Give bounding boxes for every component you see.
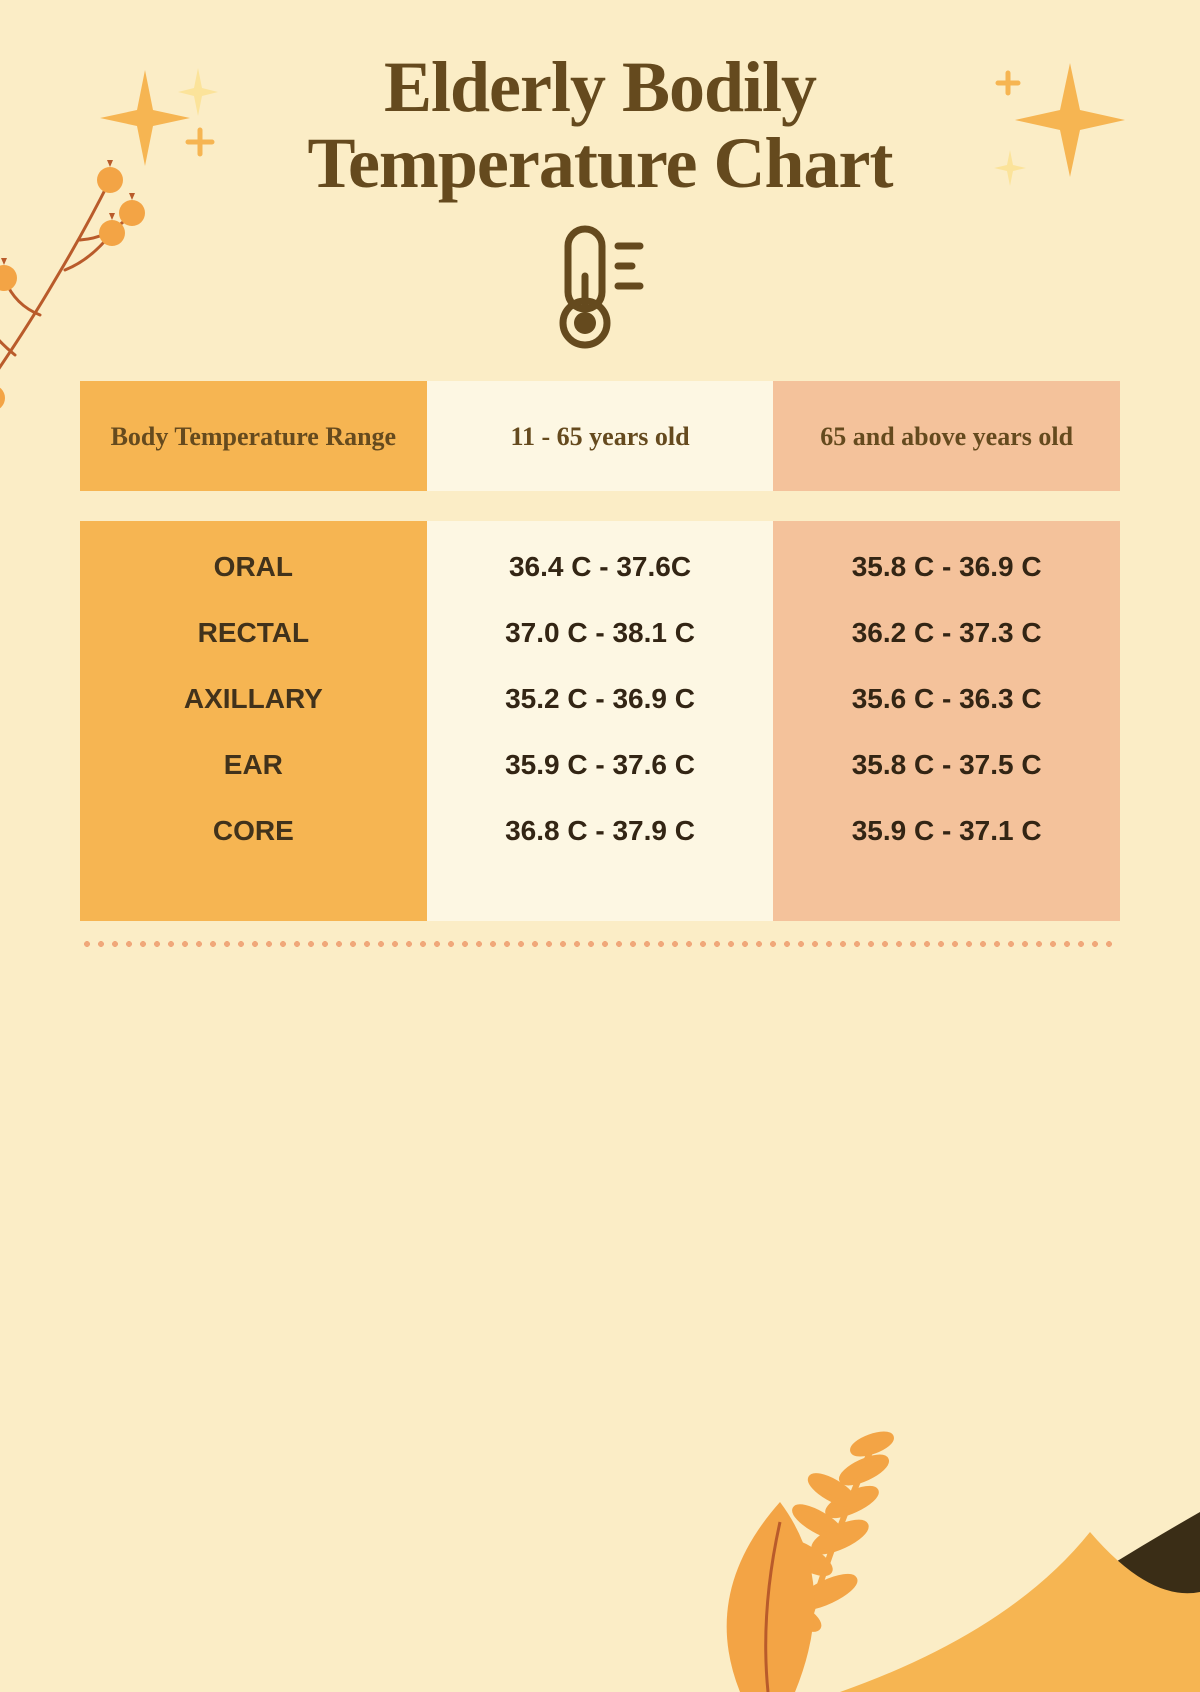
cell: 35.6 C - 36.3 C bbox=[773, 683, 1120, 715]
page-title: Elderly Bodily Temperature Chart bbox=[0, 0, 1200, 351]
table-header-row: Body Temperature Range 11 - 65 years old… bbox=[80, 381, 1120, 491]
table-body: ORAL RECTAL AXILLARY EAR CORE 36.4 C - 3… bbox=[80, 521, 1120, 921]
header-col-adult: 11 - 65 years old bbox=[427, 381, 774, 491]
row-label: EAR bbox=[80, 749, 427, 781]
row-label: AXILLARY bbox=[80, 683, 427, 715]
cell: 37.0 C - 38.1 C bbox=[427, 617, 774, 649]
header-col-elderly: 65 and above years old bbox=[773, 381, 1120, 491]
cell: 35.8 C - 36.9 C bbox=[773, 551, 1120, 583]
cell: 36.2 C - 37.3 C bbox=[773, 617, 1120, 649]
header-label: Body Temperature Range bbox=[111, 421, 397, 452]
cell: 35.9 C - 37.1 C bbox=[773, 815, 1120, 847]
corner-leaf-decoration bbox=[640, 1332, 1200, 1692]
header-col-range: Body Temperature Range bbox=[80, 381, 427, 491]
col-elderly-values: 35.8 C - 36.9 C 36.2 C - 37.3 C 35.6 C -… bbox=[773, 521, 1120, 921]
title-line-2: Temperature Chart bbox=[308, 123, 893, 203]
cell: 36.8 C - 37.9 C bbox=[427, 815, 774, 847]
temperature-table: Body Temperature Range 11 - 65 years old… bbox=[80, 381, 1120, 921]
thermometer-icon bbox=[540, 221, 660, 351]
header-label: 11 - 65 years old bbox=[510, 421, 689, 452]
row-label: CORE bbox=[80, 815, 427, 847]
row-label: ORAL bbox=[80, 551, 427, 583]
col-adult-values: 36.4 C - 37.6C 37.0 C - 38.1 C 35.2 C - … bbox=[427, 521, 774, 921]
cell: 36.4 C - 37.6C bbox=[427, 551, 774, 583]
col-labels: ORAL RECTAL AXILLARY EAR CORE bbox=[80, 521, 427, 921]
cell: 35.9 C - 37.6 C bbox=[427, 749, 774, 781]
cell: 35.2 C - 36.9 C bbox=[427, 683, 774, 715]
header-label: 65 and above years old bbox=[820, 421, 1073, 452]
title-line-1: Elderly Bodily bbox=[384, 47, 816, 127]
cell: 35.8 C - 37.5 C bbox=[773, 749, 1120, 781]
row-label: RECTAL bbox=[80, 617, 427, 649]
dotted-divider bbox=[80, 939, 1120, 949]
